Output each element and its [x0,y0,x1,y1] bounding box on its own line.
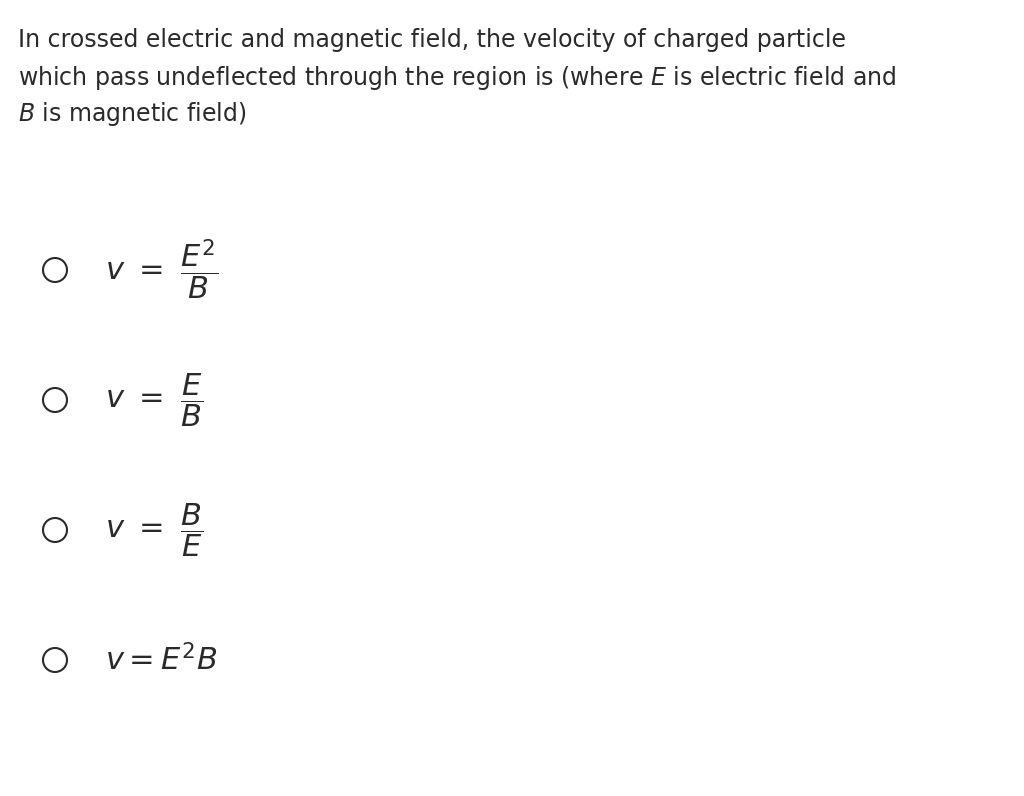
Text: $v\ =\ \dfrac{B}{E}$: $v\ =\ \dfrac{B}{E}$ [105,501,203,559]
Text: $v\ =\ \dfrac{E}{B}$: $v\ =\ \dfrac{E}{B}$ [105,371,203,429]
Text: $v = E^2B$: $v = E^2B$ [105,644,217,677]
Text: $\it{B}$ is magnetic field): $\it{B}$ is magnetic field) [18,100,247,128]
Text: In crossed electric and magnetic field, the velocity of charged particle: In crossed electric and magnetic field, … [18,28,846,52]
Text: which pass undeflected through the region is (where $\it{E}$ is electric field a: which pass undeflected through the regio… [18,64,896,92]
Text: $v\ =\ \dfrac{E^2}{B}$: $v\ =\ \dfrac{E^2}{B}$ [105,238,218,302]
